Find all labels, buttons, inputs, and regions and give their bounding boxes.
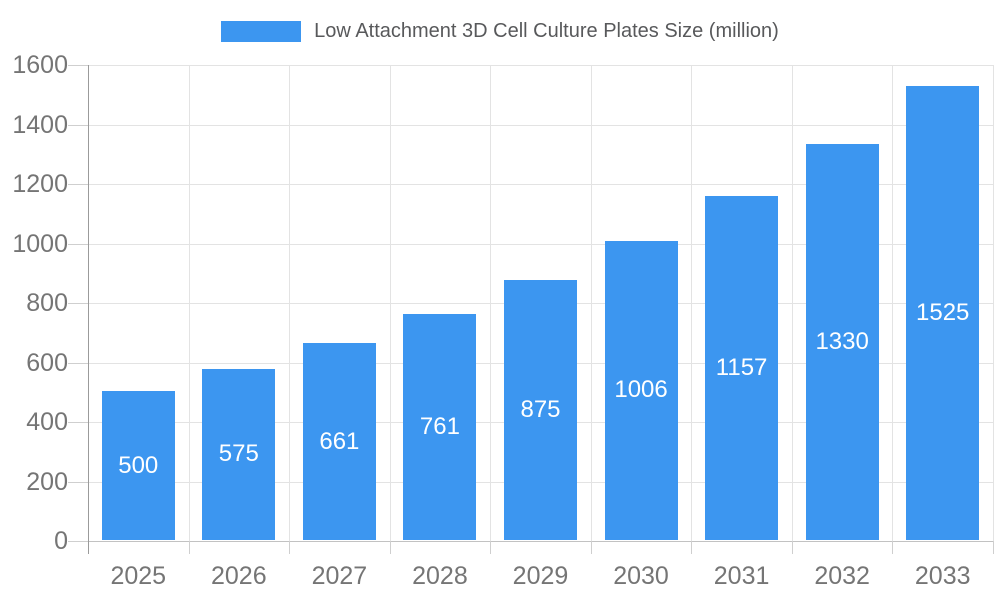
bar-2033[interactable]: 1525: [906, 86, 980, 540]
bar-value-label: 1006: [614, 376, 668, 404]
bar-2031[interactable]: 1157: [705, 195, 779, 540]
y-axis-tick: [68, 362, 88, 364]
y-axis-tick: [68, 481, 88, 483]
y-axis-tick-label: 600: [26, 348, 68, 377]
gridline-vertical: [791, 65, 793, 541]
y-axis-line: [88, 65, 89, 554]
x-axis-tick-label: 2030: [613, 562, 669, 590]
y-axis-tick-label: 200: [26, 467, 68, 496]
y-axis-tick-label: 1600: [12, 51, 68, 79]
x-axis-tick-label: 2033: [914, 562, 971, 590]
x-axis-tick-label: 2027: [311, 562, 368, 590]
x-axis-tick-label: 2028: [412, 562, 468, 590]
x-axis-tick: [892, 541, 894, 554]
gridline-vertical: [389, 65, 391, 541]
y-axis-tick: [68, 243, 88, 245]
bar-2027[interactable]: 661: [302, 343, 376, 540]
x-axis-tick-label: 2031: [713, 562, 770, 590]
gridline-vertical: [691, 65, 693, 541]
y-axis-tick-label: 1400: [12, 110, 68, 139]
bar-2025[interactable]: 500: [101, 391, 175, 540]
gridline-horizontal: [88, 243, 993, 245]
y-axis-tick-label: 1000: [12, 229, 68, 258]
bar-value-label: 575: [218, 440, 259, 468]
bar-2032[interactable]: 1330: [805, 144, 879, 540]
x-axis-tick: [490, 541, 492, 554]
x-axis-tick-label: 2032: [814, 562, 870, 590]
bar-2028[interactable]: 761: [403, 313, 477, 540]
legend-label: Low Attachment 3D Cell Culture Plates Si…: [314, 20, 779, 42]
x-axis-tick: [691, 541, 693, 554]
x-axis-tick: [791, 541, 793, 554]
y-axis-tick: [68, 184, 88, 185]
y-axis-tick-label: 0: [54, 527, 68, 555]
y-axis-tick: [68, 303, 88, 304]
bar-value-label: 875: [520, 395, 561, 423]
bar-value-label: 500: [118, 451, 159, 479]
bar-2026[interactable]: 575: [202, 368, 276, 540]
gridline-horizontal: [88, 124, 993, 126]
gridline-vertical: [490, 65, 492, 541]
gridline-vertical: [289, 65, 291, 541]
gridline-horizontal: [88, 184, 993, 185]
y-axis-tick-label: 800: [26, 289, 68, 317]
gridline-vertical: [590, 65, 592, 541]
x-axis-tick: [188, 541, 190, 554]
x-axis-tick-label: 2026: [211, 562, 267, 590]
bar-value-label: 661: [319, 427, 360, 455]
gridline-vertical: [993, 65, 994, 541]
y-axis-tick: [68, 422, 88, 423]
x-axis-tick: [289, 541, 291, 554]
bar-value-label: 1525: [916, 299, 970, 327]
bar-2029[interactable]: 875: [504, 279, 577, 540]
y-axis-tick: [68, 124, 88, 126]
bar-value-label: 1330: [815, 328, 869, 356]
legend-item[interactable]: Low Attachment 3D Cell Culture Plates Si…: [0, 20, 1000, 43]
plot-area: 500 575 661 761 875 1006 1157 1330 1525: [68, 65, 994, 554]
y-axis-tick-label: 1200: [12, 170, 68, 198]
bar-value-label: 761: [419, 412, 460, 440]
y-axis-tick: [68, 65, 88, 66]
x-axis-tick: [993, 541, 994, 554]
y-axis-tick-label: 400: [26, 408, 68, 436]
bar-2030[interactable]: 1006: [604, 240, 678, 540]
gridline-vertical: [188, 65, 190, 541]
x-axis-tick-label: 2029: [512, 562, 569, 590]
gridline-vertical: [892, 65, 894, 541]
x-axis-tick: [389, 541, 391, 554]
x-axis-tick-label: 2025: [110, 562, 167, 590]
gridline-horizontal: [88, 65, 993, 66]
y-axis-tick: [68, 541, 88, 542]
bar-value-label: 1157: [715, 353, 768, 381]
x-axis-tick: [590, 541, 592, 554]
legend-swatch: [221, 21, 302, 42]
x-axis-line: [88, 541, 993, 542]
